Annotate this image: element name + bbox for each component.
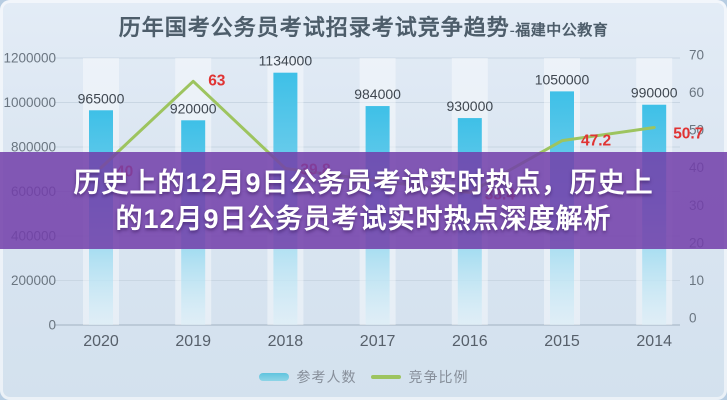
line-point-label: 50.7 <box>673 126 703 143</box>
bar-value-label: 1134000 <box>259 53 313 69</box>
right-axis-tick-label: 70 <box>689 48 704 63</box>
x-axis-category-label: 2015 <box>544 333 580 350</box>
bar-value-label: 1050000 <box>535 71 590 87</box>
right-axis-tick-label: 10 <box>689 273 704 288</box>
overlay-text-line1: 历史上的12月9日公务员考试实时热点，历史上 <box>73 167 654 198</box>
legend-item-ratio: 竞争比例 <box>370 367 469 387</box>
x-axis-category-label: 2018 <box>268 333 304 350</box>
line-series-swatch-icon <box>370 375 401 379</box>
overlay-banner: 历史上的12月9日公务员考试实时热点，历史上 的12月9日公务员考试实时热点深度… <box>0 152 727 249</box>
left-axis-tick-label: 1000000 <box>3 95 56 110</box>
chart-title-main: 历年国考公务员考试招录考试竞争趋势 <box>118 15 510 40</box>
x-axis-category-label: 2020 <box>83 333 119 350</box>
bar-value-label: 920000 <box>170 100 217 116</box>
legend-item-participants: 参考人数 <box>258 367 357 387</box>
chart-title-suffix: -福建中公教育 <box>509 23 609 39</box>
line-point-label: 47.2 <box>581 133 611 150</box>
left-axis-tick-label: 1200000 <box>3 51 56 66</box>
x-axis-category-label: 2017 <box>360 333 396 350</box>
chart-title: 历年国考公务员考试招录考试竞争趋势-福建中公教育 <box>0 10 727 42</box>
bar-value-label: 930000 <box>446 98 493 114</box>
right-axis-tick-label: 0 <box>689 311 697 326</box>
right-axis-tick-label: 50 <box>689 123 704 138</box>
x-axis-category-label: 2016 <box>452 333 488 350</box>
bar-value-label: 990000 <box>631 85 678 101</box>
x-axis-category-label: 2014 <box>636 333 672 350</box>
chart-legend: 参考人数 竞争比例 <box>0 364 727 390</box>
left-axis-tick-label: 200000 <box>11 273 56 288</box>
x-axis-category-label: 2019 <box>175 333 211 350</box>
right-axis-tick-label: 60 <box>689 85 704 100</box>
bar-value-label: 984000 <box>354 86 401 102</box>
left-axis-tick-label: 0 <box>48 318 56 333</box>
left-axis-tick-label: 800000 <box>11 140 56 155</box>
bar-value-label: 965000 <box>78 90 125 106</box>
overlay-text-line2: 的12月9日公务员考试实时热点深度解析 <box>115 203 612 234</box>
legend-label: 参考人数 <box>296 369 357 385</box>
line-point-label: 63 <box>208 72 226 89</box>
legend-label: 竞争比例 <box>408 369 469 385</box>
bar-series-swatch-icon <box>258 373 289 381</box>
